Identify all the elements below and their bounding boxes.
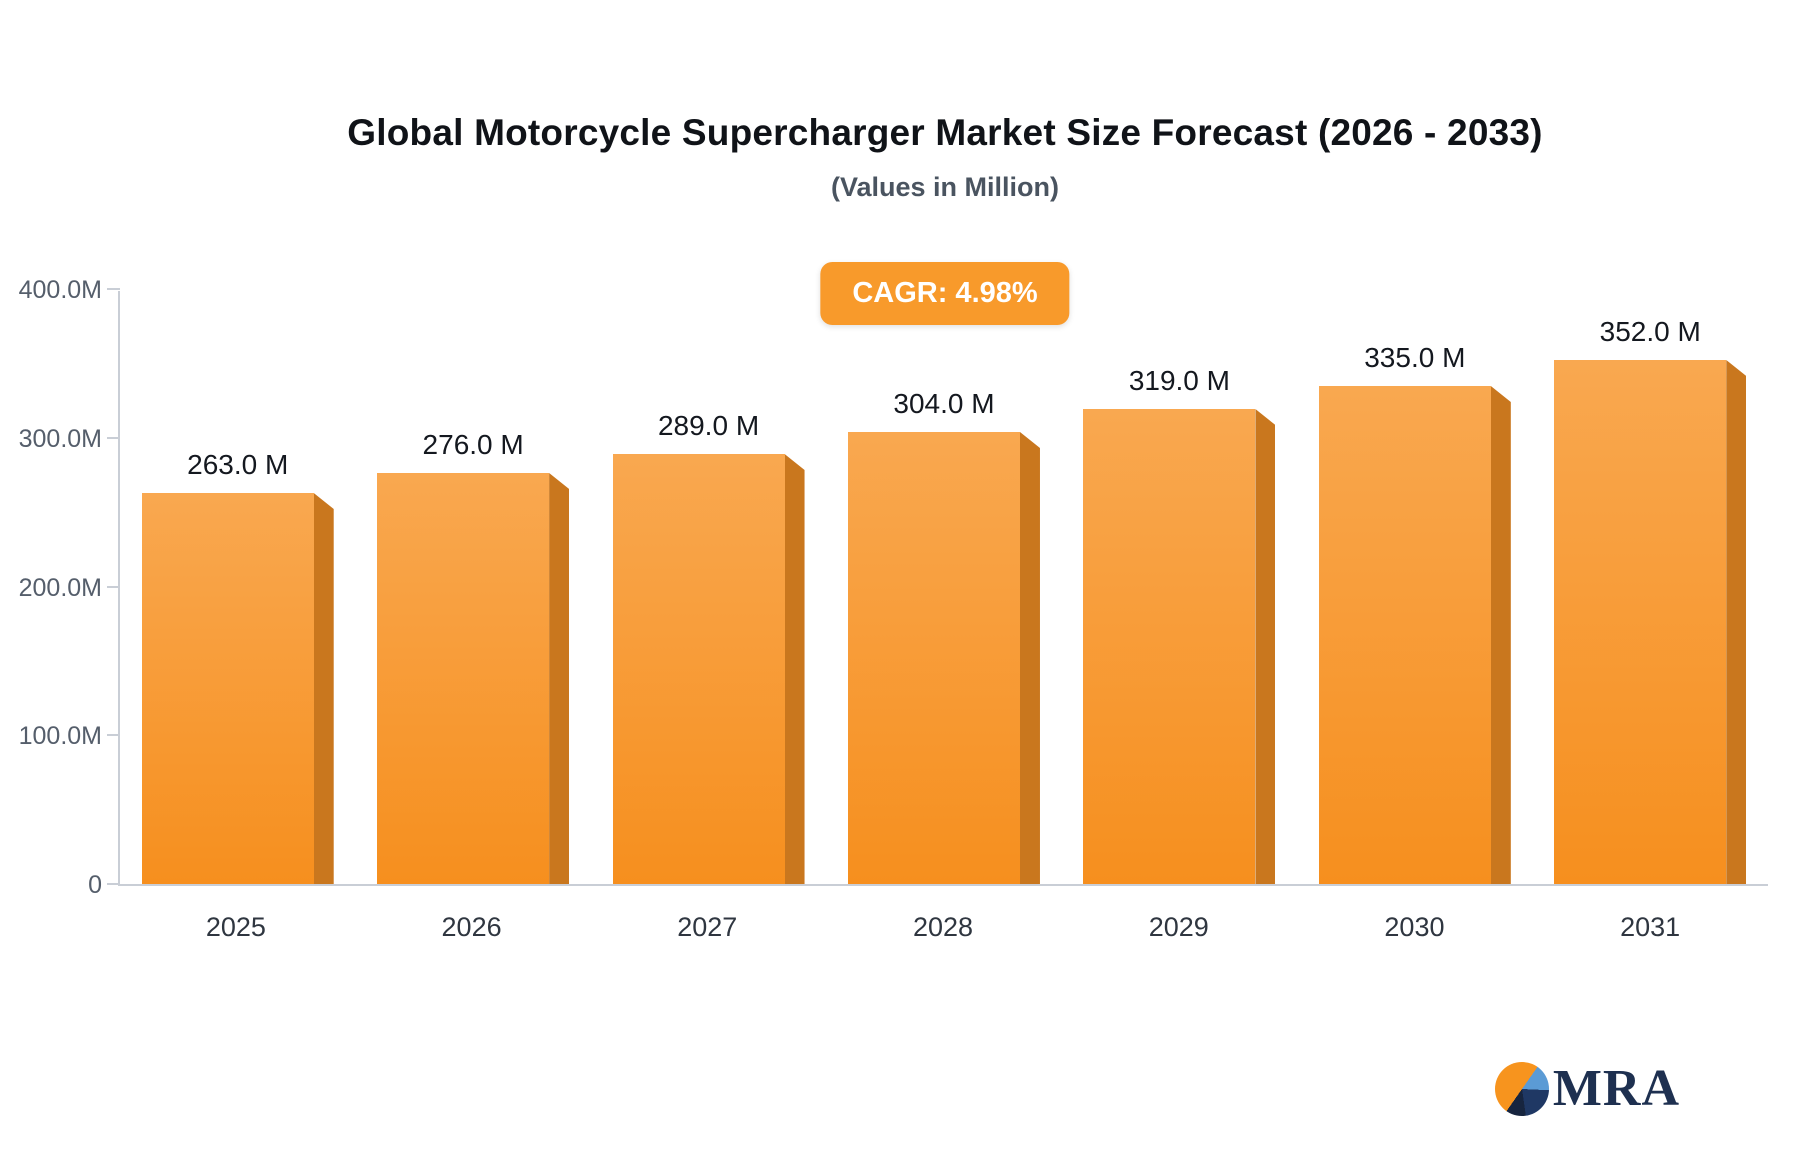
bar-value-label: 289.0 M	[657, 410, 760, 441]
x-axis-label: 2029	[1148, 912, 1209, 942]
y-axis-label: 400.0M	[18, 276, 102, 304]
bar-group: 319.0 M	[1062, 291, 1297, 884]
chart-title: Global Motorcycle Supercharger Market Si…	[347, 112, 1543, 153]
bar-side-face	[1255, 409, 1276, 884]
chart-subtitle: (Values in Million)	[830, 172, 1060, 202]
x-axis-label: 2026	[441, 912, 502, 942]
y-axis-tick	[107, 436, 120, 439]
bar	[1318, 386, 1511, 884]
x-axis-labels: 2025 2026 2027 2028 2029 2030 2031	[118, 912, 1768, 943]
bar-value-label: 263.0 M	[187, 449, 289, 480]
bar-front-face	[377, 473, 550, 884]
bar-group: 335.0 M	[1297, 291, 1532, 884]
bar	[612, 454, 805, 884]
bar-front-face	[141, 493, 314, 884]
bars-row: 263.0 M 276.0 M 289.0 M 304.0 M 319.0 M 335.0…	[120, 291, 1768, 884]
bar-group: 276.0 M	[355, 291, 590, 884]
bar-side-face	[1490, 386, 1511, 884]
y-axis-tick	[107, 734, 120, 737]
bar-value-label: 304.0 M	[893, 388, 995, 419]
y-axis-tick	[107, 883, 120, 885]
y-axis-label: 100.0M	[18, 722, 102, 751]
bar-side-face	[1019, 432, 1040, 884]
mra-logo-text: MRA	[1552, 1060, 1680, 1117]
x-axis-label: 2031	[1620, 912, 1681, 942]
bar-side-face	[1726, 360, 1747, 884]
mra-logo-pie-icon	[1494, 1062, 1549, 1116]
brand-logo: MRA	[1494, 1060, 1680, 1117]
bar	[1554, 360, 1747, 884]
bar-value-label: 276.0 M	[422, 429, 524, 460]
bar-front-face	[612, 454, 785, 884]
bar	[141, 493, 334, 884]
bar-group: 263.0 M	[120, 291, 355, 884]
x-axis-label: 2027	[677, 912, 738, 942]
bar-side-face	[549, 473, 570, 884]
x-axis-label: 2028	[912, 912, 974, 942]
y-axis-label: 300.0M	[18, 424, 102, 453]
y-axis-tick	[107, 585, 120, 588]
plot-area: 263.0 M 276.0 M 289.0 M 304.0 M 319.0 M 335.0…	[107, 288, 1768, 886]
bar-group: 304.0 M	[826, 291, 1061, 884]
bar	[847, 432, 1040, 884]
bar-front-face	[847, 432, 1020, 884]
x-axis-label: 2030	[1384, 912, 1445, 942]
cagr-badge: CAGR: 4.98%	[820, 262, 1070, 325]
bar	[377, 473, 570, 884]
x-axis-label: 2025	[205, 912, 266, 942]
y-axis-label: 0	[88, 871, 102, 899]
bar-front-face	[1083, 409, 1256, 884]
bar-front-face	[1318, 386, 1491, 884]
y-axis-labels: 400.0M 300.0M 200.0M 100.0M 0	[0, 276, 102, 899]
y-axis-label: 200.0M	[18, 573, 102, 602]
bar-front-face	[1554, 360, 1727, 884]
bar	[1083, 409, 1276, 884]
y-axis-tick	[107, 288, 120, 290]
bar-side-face	[313, 493, 334, 884]
bar-side-face	[784, 454, 805, 884]
bar-group: 289.0 M	[591, 291, 826, 884]
bar-group: 352.0 M	[1533, 291, 1768, 884]
bar-value-label: 319.0 M	[1128, 365, 1230, 396]
bar-value-label: 352.0 M	[1599, 316, 1701, 347]
bar-value-label: 335.0 M	[1364, 342, 1466, 373]
